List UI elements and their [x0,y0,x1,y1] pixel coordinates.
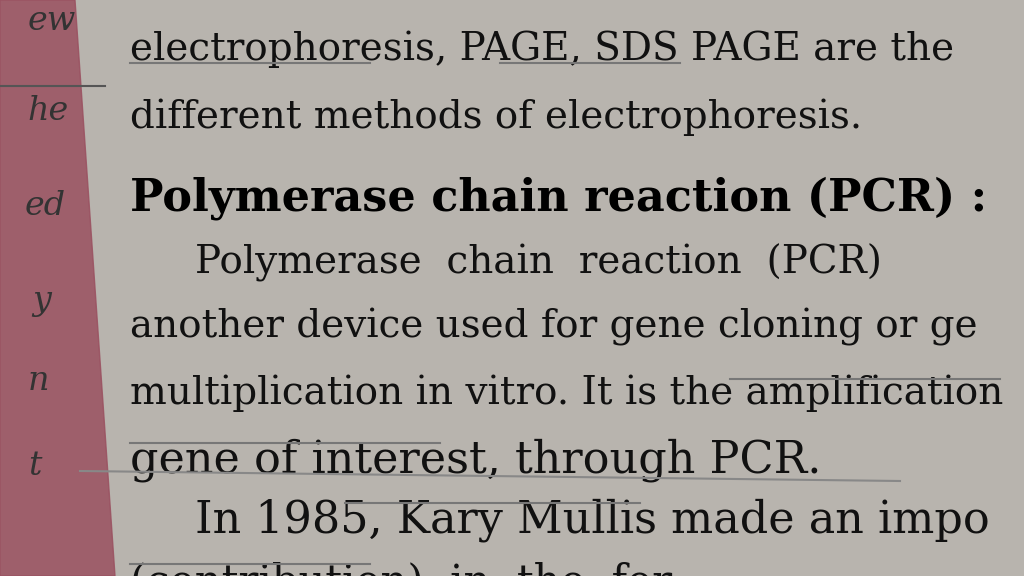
Text: n: n [28,365,49,397]
Text: (contribution)  in  the  for: (contribution) in the for [130,561,672,576]
Text: electrophoresis, PAGE, SDS PAGE are the: electrophoresis, PAGE, SDS PAGE are the [130,31,954,69]
Text: gene of interest, through PCR.: gene of interest, through PCR. [130,438,821,482]
Polygon shape [0,0,115,576]
Text: Polymerase  chain  reaction  (PCR): Polymerase chain reaction (PCR) [195,244,882,282]
Text: multiplication in vitro. It is the amplification: multiplication in vitro. It is the ampli… [130,374,1004,411]
Text: another device used for gene cloning or ge: another device used for gene cloning or … [130,308,978,346]
Text: y: y [33,285,51,317]
Text: different methods of electrophoresis.: different methods of electrophoresis. [130,98,862,135]
Text: In 1985, Kary Mullis made an impo: In 1985, Kary Mullis made an impo [195,498,990,541]
Text: ed: ed [25,190,66,222]
Text: t: t [29,450,42,482]
Text: Polymerase chain reaction (PCR) :: Polymerase chain reaction (PCR) : [130,176,987,219]
Text: he: he [28,95,69,127]
Text: ew: ew [28,5,76,37]
